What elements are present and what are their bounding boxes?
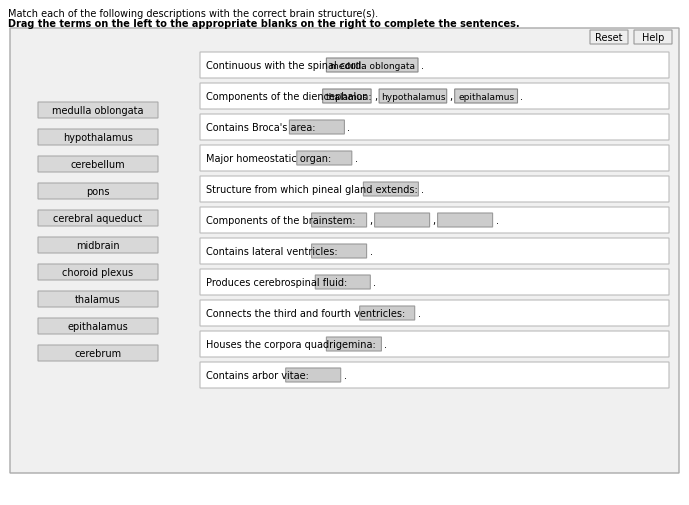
Text: cerebellum: cerebellum <box>71 160 125 170</box>
Text: Match each of the following descriptions with the correct brain structure(s).: Match each of the following descriptions… <box>8 9 378 19</box>
FancyBboxPatch shape <box>379 90 446 104</box>
FancyBboxPatch shape <box>200 238 669 265</box>
Text: cerebral aqueduct: cerebral aqueduct <box>53 214 143 224</box>
Text: .: . <box>418 309 421 318</box>
Text: Continuous with the spinal cord:: Continuous with the spinal cord: <box>206 61 364 71</box>
FancyBboxPatch shape <box>634 31 672 45</box>
Text: ,: , <box>374 92 377 102</box>
FancyBboxPatch shape <box>455 90 517 104</box>
FancyBboxPatch shape <box>375 214 430 228</box>
Text: Reset: Reset <box>595 33 623 43</box>
FancyBboxPatch shape <box>363 183 418 196</box>
FancyBboxPatch shape <box>289 121 344 135</box>
FancyBboxPatch shape <box>38 130 158 146</box>
Text: midbrain: midbrain <box>76 240 120 250</box>
Text: cerebrum: cerebrum <box>74 348 121 358</box>
Text: .: . <box>422 185 424 194</box>
FancyBboxPatch shape <box>200 362 669 388</box>
Text: .: . <box>373 277 376 287</box>
Text: thalamus: thalamus <box>326 92 368 102</box>
Text: .: . <box>520 92 524 102</box>
Text: .: . <box>344 370 347 380</box>
Text: Components of the diencephalon:: Components of the diencephalon: <box>206 92 371 102</box>
FancyBboxPatch shape <box>590 31 628 45</box>
FancyBboxPatch shape <box>38 265 158 280</box>
FancyBboxPatch shape <box>200 331 669 358</box>
Text: Houses the corpora quadrigemina:: Houses the corpora quadrigemina: <box>206 339 376 349</box>
Text: .: . <box>347 123 351 133</box>
FancyBboxPatch shape <box>286 368 340 382</box>
Text: medulla oblongata: medulla oblongata <box>52 106 144 116</box>
Text: hypothalamus: hypothalamus <box>63 133 133 143</box>
Text: Contains Broca's area:: Contains Broca's area: <box>206 123 316 133</box>
Text: .: . <box>355 154 358 164</box>
Text: .: . <box>421 61 424 71</box>
FancyBboxPatch shape <box>200 53 669 79</box>
Text: Connects the third and fourth ventricles:: Connects the third and fourth ventricles… <box>206 309 405 318</box>
FancyBboxPatch shape <box>327 59 418 73</box>
FancyBboxPatch shape <box>200 208 669 233</box>
FancyBboxPatch shape <box>38 211 158 227</box>
FancyBboxPatch shape <box>322 90 371 104</box>
Text: epithalamus: epithalamus <box>458 92 514 102</box>
FancyBboxPatch shape <box>200 146 669 172</box>
FancyBboxPatch shape <box>38 184 158 199</box>
FancyBboxPatch shape <box>38 345 158 361</box>
Text: pons: pons <box>86 187 110 196</box>
FancyBboxPatch shape <box>38 103 158 119</box>
FancyBboxPatch shape <box>38 237 158 254</box>
FancyBboxPatch shape <box>200 177 669 203</box>
FancyBboxPatch shape <box>311 214 367 228</box>
FancyBboxPatch shape <box>327 337 382 351</box>
FancyBboxPatch shape <box>438 214 493 228</box>
Text: Major homeostatic organ:: Major homeostatic organ: <box>206 154 331 164</box>
FancyBboxPatch shape <box>200 300 669 326</box>
FancyBboxPatch shape <box>38 157 158 173</box>
FancyBboxPatch shape <box>316 275 370 289</box>
Text: epithalamus: epithalamus <box>68 321 128 331</box>
Text: .: . <box>369 246 373 257</box>
Text: Help: Help <box>642 33 664 43</box>
Text: medulla oblongata: medulla oblongata <box>330 62 415 70</box>
FancyBboxPatch shape <box>311 244 367 259</box>
Text: Contains lateral ventricles:: Contains lateral ventricles: <box>206 246 338 257</box>
Text: .: . <box>495 216 499 226</box>
Text: ,: , <box>369 216 373 226</box>
Text: ,: , <box>450 92 453 102</box>
Text: ,: , <box>433 216 435 226</box>
FancyBboxPatch shape <box>297 152 352 166</box>
FancyBboxPatch shape <box>200 115 669 141</box>
Text: hypothalamus: hypothalamus <box>380 92 445 102</box>
Text: Drag the terms on the left to the appropriate blanks on the right to complete th: Drag the terms on the left to the approp… <box>8 19 520 29</box>
Text: Components of the brainstem:: Components of the brainstem: <box>206 216 356 226</box>
Text: choroid plexus: choroid plexus <box>63 268 134 277</box>
Text: Contains arbor vitae:: Contains arbor vitae: <box>206 370 309 380</box>
Text: Produces cerebrospinal fluid:: Produces cerebrospinal fluid: <box>206 277 347 287</box>
Text: thalamus: thalamus <box>75 294 121 305</box>
FancyBboxPatch shape <box>38 291 158 308</box>
FancyBboxPatch shape <box>360 307 415 320</box>
FancyBboxPatch shape <box>10 29 679 473</box>
FancyBboxPatch shape <box>200 270 669 295</box>
FancyBboxPatch shape <box>200 84 669 110</box>
FancyBboxPatch shape <box>38 318 158 334</box>
Text: .: . <box>384 339 387 349</box>
Text: Structure from which pineal gland extends:: Structure from which pineal gland extend… <box>206 185 418 194</box>
